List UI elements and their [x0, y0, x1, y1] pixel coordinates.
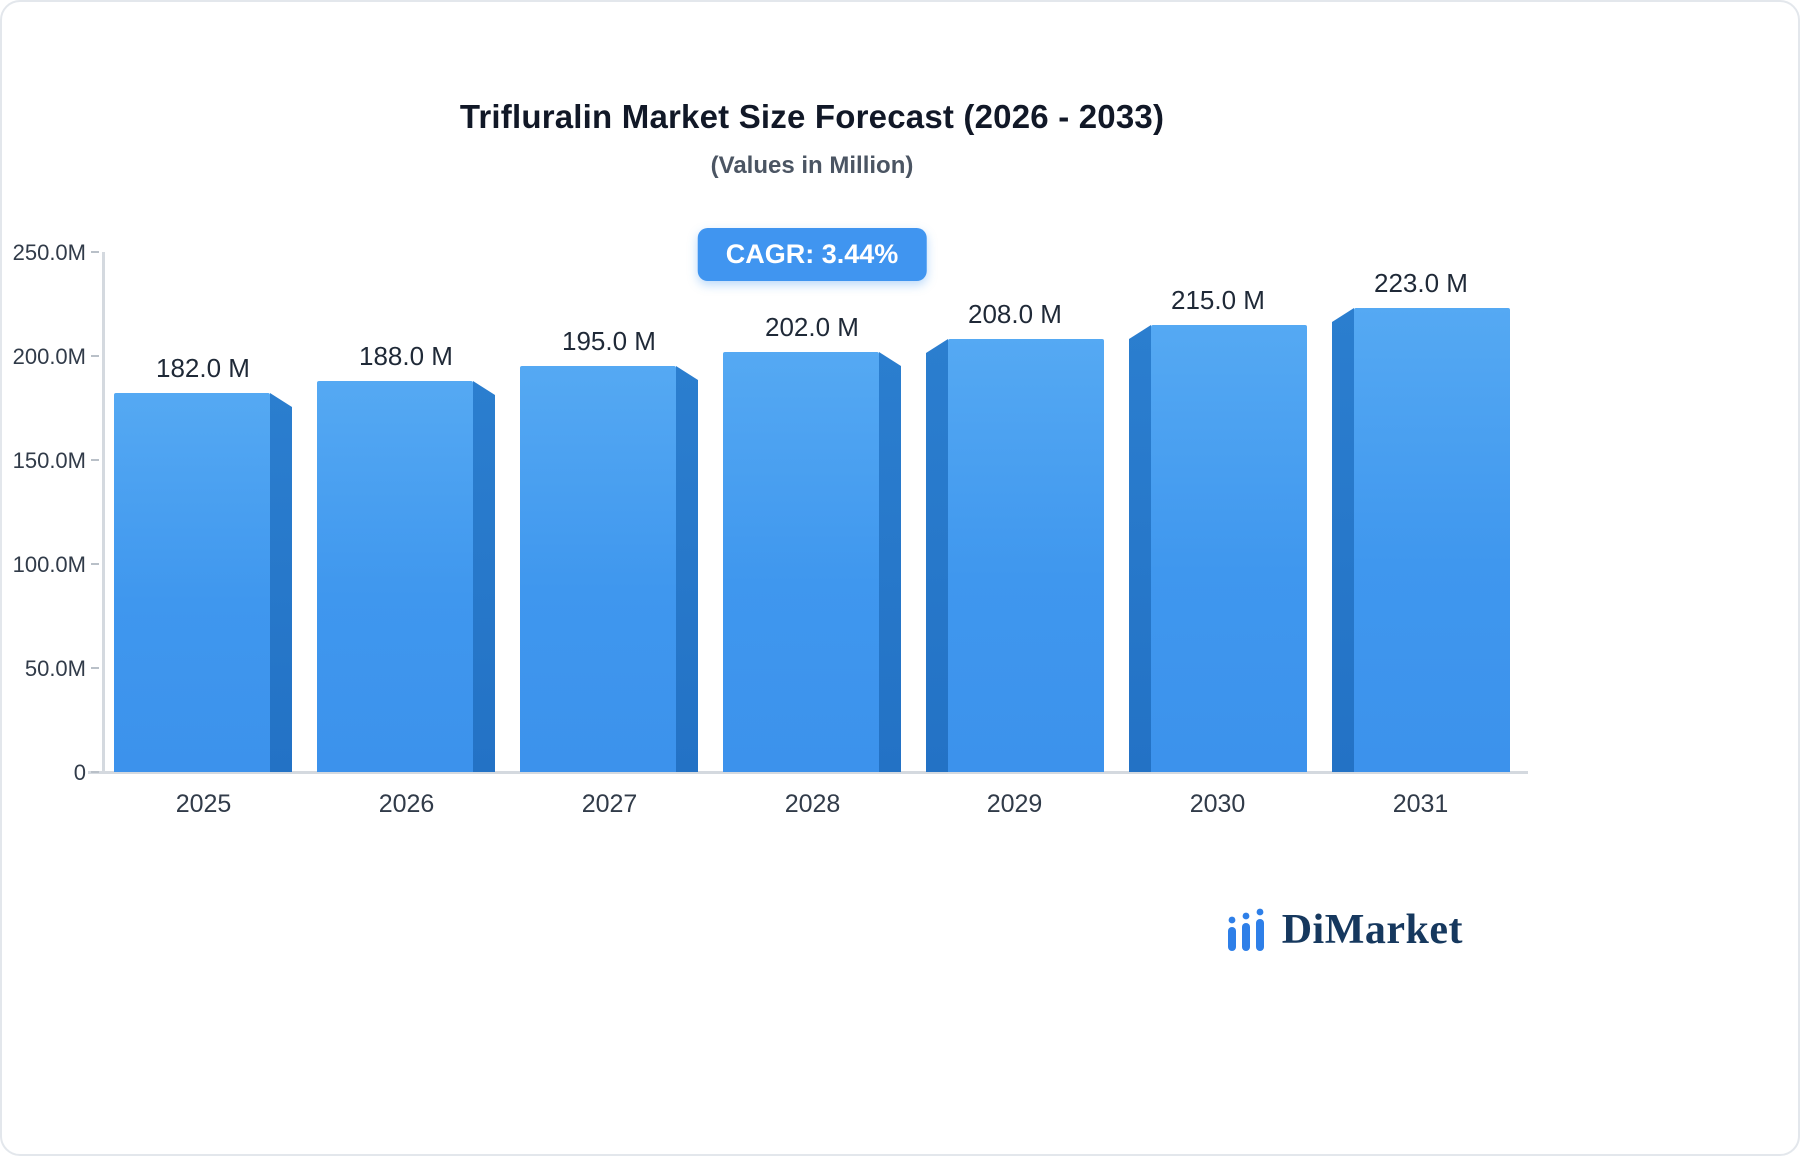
bar-value-label: 182.0 M — [156, 353, 250, 383]
bar-side-face — [879, 352, 901, 772]
bar-2031: 223.0 M — [1332, 268, 1510, 772]
y-tick-mark — [91, 355, 99, 357]
bar-front-face — [1151, 325, 1307, 772]
x-axis-label-2026: 2026 — [378, 790, 435, 818]
bar-2026: 188.0 M — [317, 341, 495, 772]
bar-value-label: 215.0 M — [1171, 285, 1265, 315]
bar-value-label: 188.0 M — [359, 341, 453, 371]
y-tick-label: 150.0M — [12, 448, 86, 473]
chart-title: Trifluralin Market Size Forecast (2026 -… — [459, 98, 1165, 135]
y-tick-label: 0 — [73, 760, 86, 785]
y-tick-label: 250.0M — [12, 240, 86, 265]
bar-value-label: 202.0 M — [765, 312, 859, 342]
x-axis-label-2025: 2025 — [175, 790, 232, 818]
bar-side-face — [926, 339, 948, 772]
bar-front-face — [520, 366, 676, 772]
dimarket-logo: DiMarket — [1224, 906, 1463, 954]
bar-2027: 195.0 M — [520, 326, 698, 772]
y-tick-label: 200.0M — [12, 344, 86, 369]
bar-value-label: 195.0 M — [562, 326, 656, 356]
x-axis-label-2029: 2029 — [986, 790, 1043, 818]
cagr-badge: CAGR: 3.44% — [697, 228, 927, 281]
bar-2025: 182.0 M — [114, 353, 292, 772]
y-tick-mark — [91, 251, 99, 253]
bar-front-face — [317, 381, 473, 772]
x-axis-label-2030: 2030 — [1189, 790, 1246, 818]
logo-text: DiMarket — [1281, 907, 1463, 953]
x-axis-label-2028: 2028 — [784, 790, 841, 818]
bar-side-face — [473, 381, 495, 772]
bar-value-label: 223.0 M — [1374, 268, 1468, 298]
bar-2029: 208.0 M — [926, 299, 1104, 772]
bar-value-label: 208.0 M — [968, 299, 1062, 329]
bar-chart-logo-icon — [1224, 907, 1270, 953]
x-axis-label-2027: 2027 — [581, 790, 638, 818]
y-tick-mark — [91, 563, 99, 565]
x-axis-label-2031: 2031 — [1392, 790, 1449, 818]
y-tick-label: 50.0M — [24, 656, 86, 681]
y-tick-label: 100.0M — [12, 552, 86, 577]
bar-front-face — [723, 352, 879, 772]
chart-subtitle: (Values in Million) — [710, 152, 914, 179]
y-axis-line — [102, 252, 105, 772]
y-tick-mark — [91, 667, 99, 669]
bar-side-face — [270, 393, 292, 772]
plot-area: 250.0M 200.0M 150.0M 100.0M 50.0M 0 182.0 M 202… — [13, 240, 1528, 818]
y-tick-mark — [91, 459, 99, 461]
bar-front-face — [114, 393, 270, 772]
bar-front-face — [1354, 308, 1510, 772]
x-axis-baseline — [88, 771, 1528, 774]
bar-side-face — [1129, 325, 1151, 772]
bar-2030: 215.0 M — [1129, 285, 1307, 772]
bar-side-face — [1332, 308, 1354, 772]
bar-2028: 202.0 M — [723, 312, 901, 772]
bar-front-face — [948, 339, 1104, 772]
bar-side-face — [676, 366, 698, 772]
y-tick-mark — [91, 771, 99, 773]
